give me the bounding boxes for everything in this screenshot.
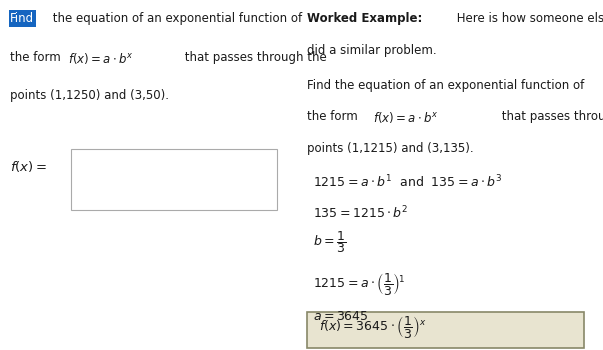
Text: $1215 = a \cdot b^1$  and  $135 = a \cdot b^3$: $1215 = a \cdot b^1$ and $135 = a \cdot … <box>313 173 502 190</box>
Text: $f(x) = a \cdot b^x$: $f(x) = a \cdot b^x$ <box>68 51 133 66</box>
Text: $b = \dfrac{1}{3}$: $b = \dfrac{1}{3}$ <box>313 229 346 255</box>
Text: the equation of an exponential function of: the equation of an exponential function … <box>49 12 302 25</box>
FancyBboxPatch shape <box>306 312 584 348</box>
Text: $a = 3645$: $a = 3645$ <box>313 310 368 323</box>
Text: points (1,1215) and (3,135).: points (1,1215) and (3,135). <box>306 142 473 155</box>
Text: $1215 = a \cdot \left(\dfrac{1}{3}\right)^{\!1}$: $1215 = a \cdot \left(\dfrac{1}{3}\right… <box>313 271 405 297</box>
Text: Worked Example:: Worked Example: <box>306 12 422 25</box>
Text: $f(x) =$: $f(x) =$ <box>10 159 48 174</box>
Text: that passes through the: that passes through the <box>181 51 327 64</box>
FancyBboxPatch shape <box>71 149 277 210</box>
Text: Here is how someone else: Here is how someone else <box>453 12 603 25</box>
Text: Find the equation of an exponential function of: Find the equation of an exponential func… <box>306 79 584 92</box>
Text: Find: Find <box>10 12 34 25</box>
Text: the form: the form <box>306 110 361 123</box>
Text: points (1,1250) and (3,50).: points (1,1250) and (3,50). <box>10 89 169 102</box>
Text: that passes through the: that passes through the <box>498 110 603 123</box>
Text: the form: the form <box>10 51 65 64</box>
Text: $f(x) = 3645 \cdot \left(\dfrac{1}{3}\right)^x$: $f(x) = 3645 \cdot \left(\dfrac{1}{3}\ri… <box>319 314 426 340</box>
Text: $f(x) = a \cdot b^x$: $f(x) = a \cdot b^x$ <box>373 110 438 125</box>
Text: did a similar problem.: did a similar problem. <box>306 44 436 57</box>
Text: $135 = 1215 \cdot b^2$: $135 = 1215 \cdot b^2$ <box>313 205 408 221</box>
